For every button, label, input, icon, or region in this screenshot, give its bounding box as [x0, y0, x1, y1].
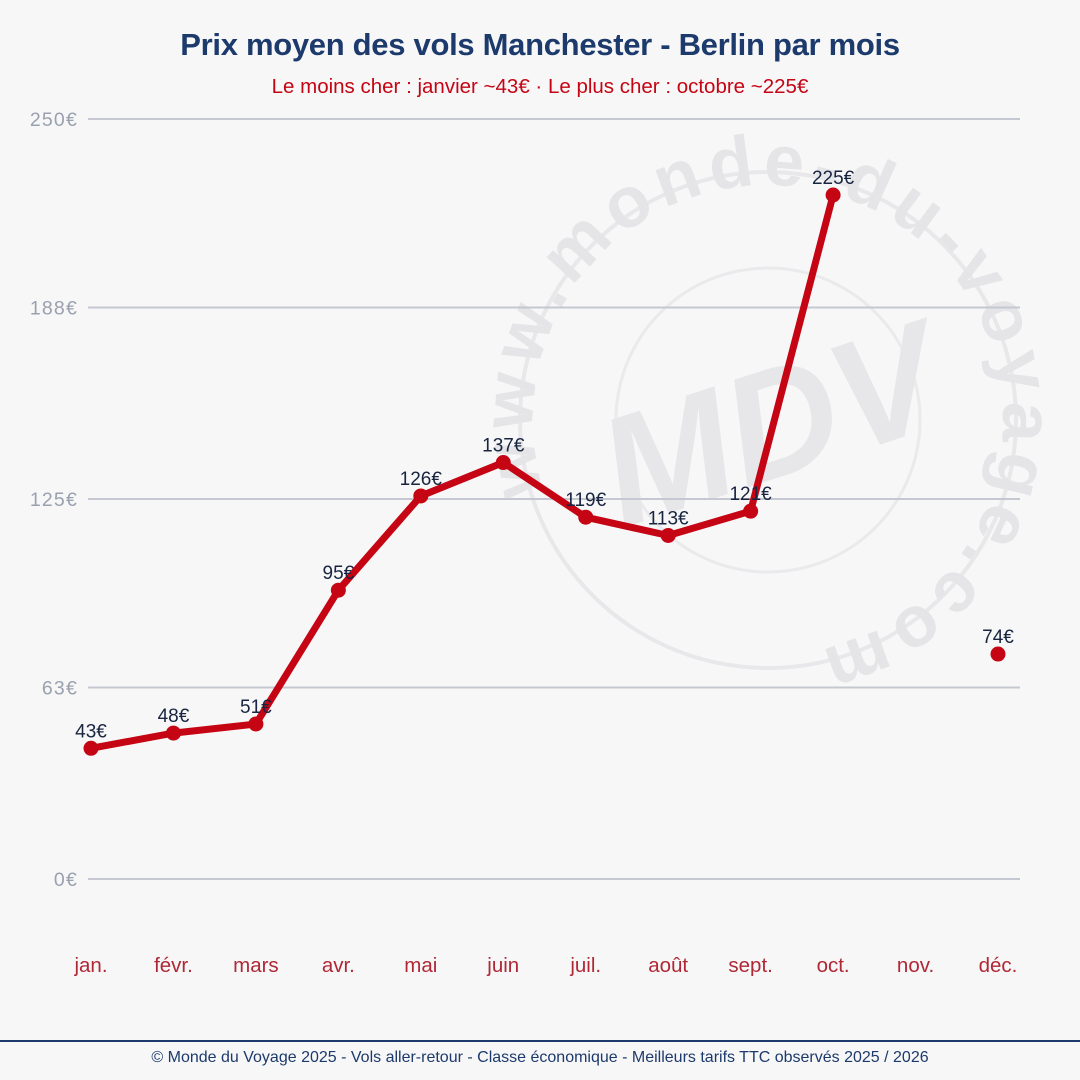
data-point-label: 119€ — [565, 490, 606, 511]
data-point — [165, 725, 181, 741]
x-tick-label: avr. — [322, 954, 355, 977]
data-point-label: 121€ — [729, 484, 772, 505]
x-tick-label: août — [648, 954, 688, 977]
page-title: Prix moyen des vols Manchester - Berlin … — [180, 27, 900, 62]
data-point — [660, 527, 676, 543]
x-tick-label: juil. — [569, 954, 601, 977]
footer-divider — [0, 1040, 1080, 1042]
y-tick-label: 250€ — [30, 109, 78, 131]
data-point-label: 137€ — [482, 436, 525, 457]
data-point — [413, 488, 429, 504]
x-tick-label: mars — [233, 954, 279, 977]
y-axis-labels: 250€ 188€ 125€ 63€ 0€ — [30, 109, 78, 891]
price-line — [87, 191, 837, 752]
data-point — [495, 455, 511, 471]
x-tick-label: mai — [404, 954, 437, 977]
x-tick-label: déc. — [979, 954, 1018, 977]
data-point-label: 113€ — [648, 508, 689, 529]
watermark-stamp: www.monde-du-voyage.com MDV — [389, 42, 1080, 798]
data-point — [83, 740, 99, 756]
data-point — [330, 582, 346, 598]
data-point-label: 48€ — [158, 706, 190, 727]
data-point — [578, 509, 594, 525]
data-point-label: 43€ — [75, 721, 107, 742]
data-point-labels: 43€ 48€ 51€ 95€ 126€ 137€ 119€ 113€ 121€ 225€ 74€ — [75, 168, 1014, 742]
x-tick-label: sept. — [728, 954, 772, 977]
data-point-label: 225€ — [812, 168, 855, 189]
data-point-label: 74€ — [982, 627, 1014, 648]
x-tick-label: nov. — [897, 954, 934, 977]
y-tick-label: 0€ — [54, 869, 78, 891]
data-point-label: 95€ — [323, 563, 355, 584]
watermark-outer-ring — [518, 170, 1018, 670]
x-tick-label: jan. — [73, 954, 107, 977]
x-tick-label: juin — [486, 954, 519, 977]
x-axis-labels: jan. févr. mars avr. mai juin juil. août sept. oc… — [73, 954, 1017, 977]
data-point — [990, 646, 1006, 662]
gridlines — [88, 118, 1020, 880]
price-series — [83, 187, 1006, 756]
watermark-inner-ring — [614, 266, 922, 574]
y-tick-label: 188€ — [30, 297, 78, 319]
footer-caption: © Monde du Voyage 2025 - Vols aller-reto… — [151, 1049, 929, 1066]
x-tick-label: févr. — [154, 954, 193, 977]
data-point-label: 51€ — [240, 697, 272, 718]
x-tick-label: oct. — [817, 954, 850, 977]
data-point — [825, 187, 841, 203]
y-tick-label: 63€ — [42, 677, 78, 699]
data-point-label: 126€ — [400, 469, 443, 490]
data-point — [248, 716, 264, 732]
page-subtitle: Le moins cher : janvier ~43€ · Le plus c… — [271, 75, 809, 98]
y-tick-label: 125€ — [30, 489, 78, 511]
data-point — [743, 503, 759, 519]
